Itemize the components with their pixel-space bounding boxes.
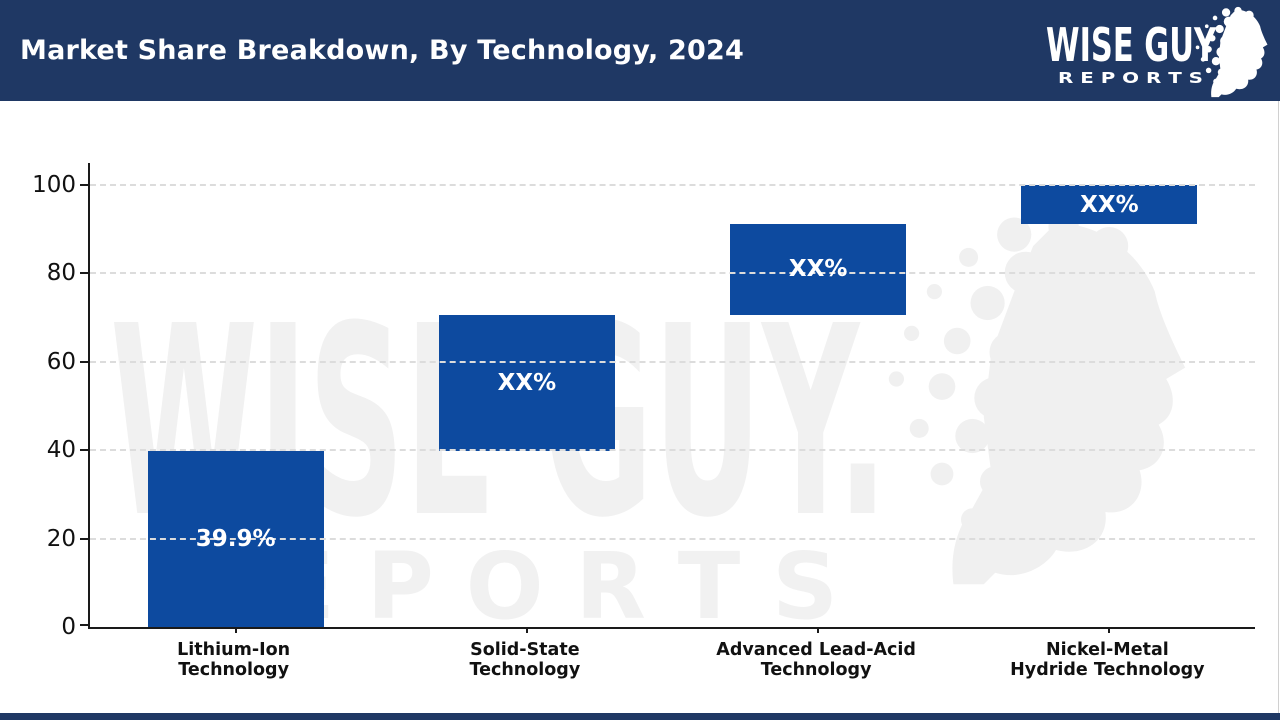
footer-bar bbox=[0, 713, 1280, 720]
category-label: Nickel-Metal Hydride Technology bbox=[1010, 640, 1205, 680]
gridline bbox=[90, 449, 1255, 452]
y-tick-mark bbox=[80, 272, 89, 275]
y-tick-mark bbox=[80, 537, 89, 540]
wise-guy-reports-logo: WISE GUY R E P O R T S bbox=[1046, 6, 1268, 98]
y-tick-label: 40 bbox=[46, 437, 76, 464]
y-tick-label: 0 bbox=[61, 614, 76, 640]
y-tick-label: 60 bbox=[46, 348, 76, 375]
y-tick-mark bbox=[80, 449, 89, 452]
gridline bbox=[90, 360, 1255, 363]
logo-text-wise-guy: WISE GUY bbox=[1046, 18, 1216, 72]
x-tick-mark bbox=[234, 627, 237, 633]
category-label: Advanced Lead-Acid Technology bbox=[716, 640, 916, 680]
bar-value-label: 39.9% bbox=[195, 525, 276, 552]
x-tick-mark bbox=[525, 627, 528, 633]
right-border bbox=[1278, 101, 1279, 713]
x-tick-mark bbox=[1108, 627, 1111, 633]
category-label: Solid-State Technology bbox=[469, 640, 581, 680]
gridline bbox=[90, 184, 1255, 187]
logo-text-reports: R E P O R T S bbox=[1058, 69, 1203, 87]
y-tick-label: 100 bbox=[32, 172, 76, 199]
bar-value-label: XX% bbox=[497, 369, 557, 396]
y-tick-label: 80 bbox=[46, 260, 76, 287]
category-label: Lithium-Ion Technology bbox=[177, 640, 291, 680]
gridline bbox=[90, 537, 1255, 540]
x-tick-mark bbox=[817, 627, 820, 633]
waterfall-bar bbox=[438, 314, 615, 451]
page-header: Market Share Breakdown, By Technology, 2… bbox=[0, 0, 1280, 101]
waterfall-bar bbox=[730, 224, 907, 315]
bar-value-label: XX% bbox=[788, 256, 848, 283]
y-tick-label: 20 bbox=[46, 525, 76, 552]
page-title: Market Share Breakdown, By Technology, 2… bbox=[20, 35, 745, 66]
plot-area: 39.9% XX% XX% XX% 0 20 40 60 80 100 bbox=[32, 163, 1255, 640]
y-tick-mark bbox=[80, 184, 89, 187]
y-tick-mark bbox=[80, 624, 89, 626]
bar-value-label: XX% bbox=[1080, 191, 1139, 218]
y-tick-mark bbox=[80, 360, 89, 363]
gridline bbox=[90, 272, 1255, 275]
